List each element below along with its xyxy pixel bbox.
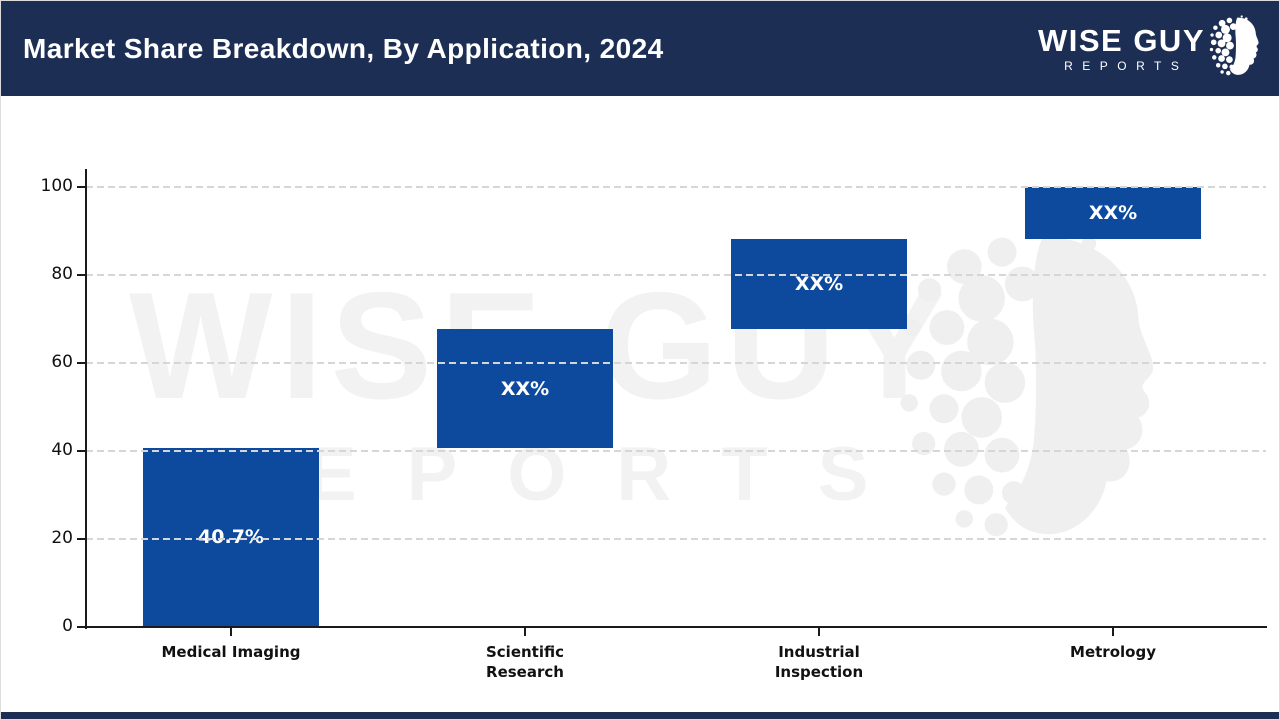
y-tick-label-60: 60 bbox=[51, 352, 73, 372]
gridline-100 bbox=[86, 186, 1266, 188]
y-tick-mark bbox=[77, 538, 85, 540]
gridline-20 bbox=[86, 538, 1266, 540]
logo-head-icon bbox=[1209, 14, 1259, 75]
x-tick-mark bbox=[524, 628, 526, 636]
y-tick-label-20: 20 bbox=[51, 528, 73, 548]
gridline-80 bbox=[86, 274, 1266, 276]
y-tick-mark bbox=[77, 274, 85, 276]
y-axis-line bbox=[85, 169, 87, 629]
y-tick-mark bbox=[77, 362, 85, 364]
logo-text: WISE GUY REPORTS bbox=[1038, 25, 1205, 72]
x-category-label-scientific-research: Scientific Research bbox=[485, 643, 564, 682]
bar-medical-imaging: 40.7% bbox=[143, 447, 319, 627]
x-axis-line bbox=[85, 626, 1267, 628]
bar-value-label: XX% bbox=[1088, 201, 1138, 224]
bar-value-label: XX% bbox=[500, 377, 550, 400]
header-bar: Market Share Breakdown, By Application, … bbox=[1, 1, 1279, 96]
waterfall-chart: 40.7% XX% XX% XX% 0 20 40 60 80 100 Medical Imagin… bbox=[1, 96, 1279, 714]
logo-subtitle: REPORTS bbox=[1064, 59, 1189, 73]
y-tick-label-0: 0 bbox=[62, 616, 73, 636]
wise-guy-logo: WISE GUY REPORTS bbox=[1038, 9, 1263, 89]
y-tick-label-40: 40 bbox=[51, 440, 73, 460]
y-tick-mark bbox=[77, 626, 85, 628]
x-category-label-industrial-inspection: Industrial Inspection bbox=[774, 643, 864, 682]
y-tick-mark bbox=[77, 186, 85, 188]
x-category-label-medical-imaging: Medical Imaging bbox=[161, 643, 301, 661]
gridline-40 bbox=[86, 450, 1266, 452]
bar-metrology: XX% bbox=[1025, 187, 1201, 239]
x-tick-mark bbox=[1112, 628, 1114, 636]
bar-value-label: 40.7% bbox=[198, 526, 264, 549]
gridline-60 bbox=[86, 362, 1266, 364]
logo-name: WISE GUY bbox=[1037, 23, 1205, 58]
page-title: Market Share Breakdown, By Application, … bbox=[23, 32, 664, 64]
bar-scientific-research: XX% bbox=[437, 329, 613, 448]
x-tick-mark bbox=[230, 628, 232, 636]
y-tick-label-100: 100 bbox=[40, 176, 73, 196]
y-tick-label-80: 80 bbox=[51, 264, 73, 284]
bar-industrial-inspection: XX% bbox=[731, 238, 907, 330]
x-category-label-metrology: Metrology bbox=[1070, 643, 1156, 661]
x-tick-mark bbox=[818, 628, 820, 636]
y-tick-mark bbox=[77, 450, 85, 452]
bar-value-label: XX% bbox=[794, 273, 844, 295]
footer-strip bbox=[1, 712, 1279, 719]
